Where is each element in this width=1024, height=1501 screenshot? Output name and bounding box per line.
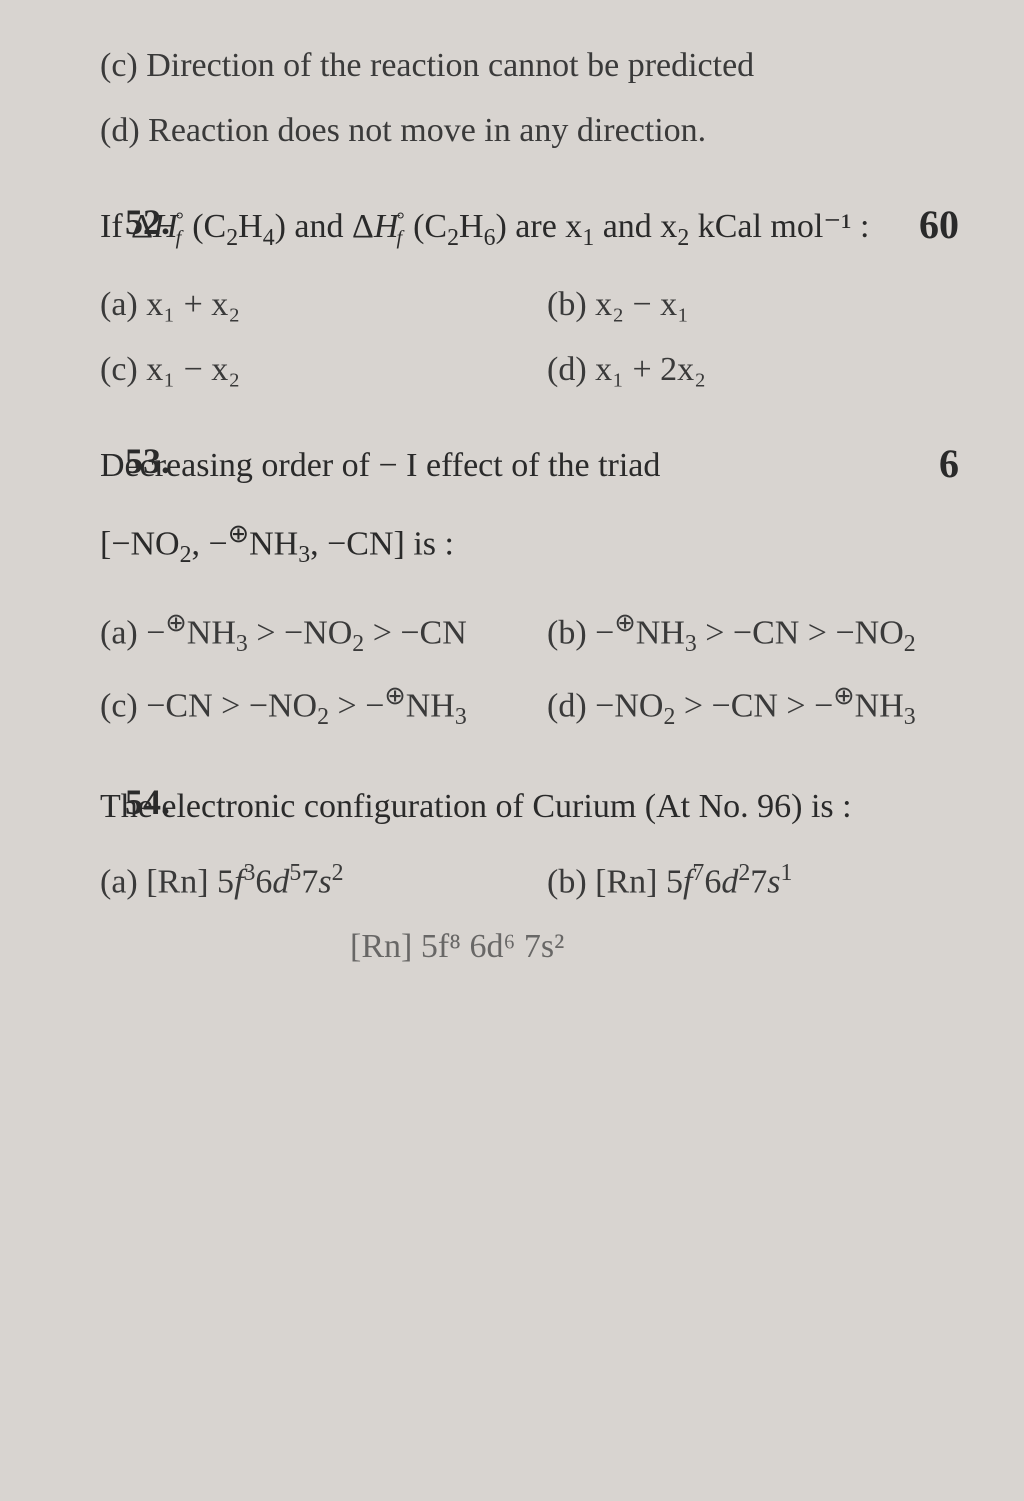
q53-triad-oplus: ⊕ [228,519,249,548]
q53a-no2sub: 2 [352,631,364,657]
q53c-nh3: NH [406,688,455,725]
q53-triad-nh3: NH [249,526,298,563]
q52-options: (a) x₁ + x₂ (b) x₂ − x₁ (c) x₁ − x₂ (d) … [100,279,964,395]
q52-margin-note: 60 [919,201,959,248]
q53-triad-mid2: , −CN] is : [310,526,454,563]
q54a-s: s [318,863,331,900]
q53b-nh3: NH [636,615,685,652]
q53d-nh3sub: 3 [904,704,916,730]
q53b-mid1: > −CN > −NO [697,615,904,652]
q53d-pre: (d) −NO [547,688,663,725]
q53a-mid1: > −NO [248,615,352,652]
q53-option-c: (c) −CN > −NO2 > −⊕NH3 [100,677,517,736]
q54a-pre: (a) [Rn] 5 [100,863,234,900]
q52-mid2: ) and Δ [275,208,374,245]
q52-sub3: 2 [447,225,459,251]
q54a-mid2: 7 [301,863,318,900]
q54a-dsup: 5 [289,860,301,886]
q54-option-c-partial: [Rn] 5f⁸ 6d⁶ 7s² [350,921,964,972]
question-54: 54. The electronic configuration of Curi… [100,781,964,972]
q51-option-d: (d) Reaction does not move in any direct… [100,105,964,156]
q53d-mid1: > −CN > − [675,688,833,725]
q53b-pre: (b) − [547,615,614,652]
q52-c2h6-H: H [459,208,484,245]
q52-suffix: kCal mol⁻¹ : [689,208,869,245]
q53-triad-mid1: , − [192,526,228,563]
q52-sub1: 2 [226,225,238,251]
q52-Hf-subsup-1: °f [176,211,184,248]
question-51-partial: (c) Direction of the reaction cannot be … [100,40,964,156]
q53a-pre: (a) − [100,615,165,652]
q53-triad-no2sub: 2 [180,542,192,568]
q54b-fsup: 7 [692,860,704,886]
q54a-ssup: 2 [332,860,344,886]
q52-sub2: 4 [263,225,275,251]
q53d-oplus: ⊕ [833,681,854,710]
q52-option-c: (c) x₁ − x₂ [100,344,517,395]
q53a-oplus: ⊕ [165,608,186,637]
q54b-pre: (b) [Rn] 5 [547,863,683,900]
q54-stem: The electronic configuration of Curium (… [100,781,964,834]
q54b-ssup: 1 [780,860,792,886]
q53-option-d: (d) −NO2 > −CN > −⊕NH3 [547,677,964,736]
q53a-mid2: > −CN [364,615,467,652]
q52-Hf-subsup-2: °f [396,211,404,248]
q53-triad-nh3sub: 3 [298,542,310,568]
q53d-no2sub: 2 [663,704,675,730]
q54-option-b: (b) [Rn] 5f76d27s1 [547,856,964,907]
question-52: 52. 60 If ΔH°f (C2H4) and ΔH°f (C2H6) ar… [100,201,964,395]
q54b-mid2: 7 [750,863,767,900]
q52-mid5: and x [594,208,677,245]
q53c-no2sub: 2 [317,704,329,730]
q53c-nh3sub: 3 [455,704,467,730]
q53c-oplus: ⊕ [384,681,405,710]
q53b-no2sub: 2 [904,631,916,657]
q53-option-b: (b) −⊕NH3 > −CN > −NO2 [547,604,964,663]
q54-option-a: (a) [Rn] 5f36d57s2 [100,856,517,907]
q52-mid1: (C [184,208,227,245]
q54a-d: d [272,863,289,900]
q54b-f: f [683,863,692,900]
q53-stem: Decreasing order of − I effect of the tr… [100,440,964,493]
q54a-mid1: 6 [255,863,272,900]
q53-triad-open: [−NO [100,526,180,563]
q54b-mid1: 6 [704,863,721,900]
q53-number: 53. [125,440,170,482]
q52-c2h4-H: H [238,208,263,245]
q52-x1sub: 1 [582,225,594,251]
q52-option-b: (b) x₂ − x₁ [547,279,964,330]
q54-number: 54. [125,781,170,823]
q53-options: (a) −⊕NH3 > −NO2 > −CN (b) −⊕NH3 > −CN >… [100,604,964,736]
q54b-s: s [767,863,780,900]
q54b-d: d [721,863,738,900]
q53-margin-note: 6 [939,440,959,487]
q52-mid3: (C [405,208,448,245]
q54b-dsup: 2 [738,860,750,886]
q52-option-d: (d) x₁ + 2x₂ [547,344,964,395]
question-53: 53. 6 Decreasing order of − I effect of … [100,440,964,736]
q54a-fsup: 3 [244,860,256,886]
q52-H2: H [374,208,399,245]
q53d-nh3: NH [855,688,904,725]
q51-option-c: (c) Direction of the reaction cannot be … [100,40,964,91]
q52-number: 52. [125,201,170,243]
q52-option-a: (a) x₁ + x₂ [100,279,517,330]
q53-option-a: (a) −⊕NH3 > −NO2 > −CN [100,604,517,663]
q53b-nh3sub: 3 [685,631,697,657]
q53c-mid1: > − [329,688,384,725]
q54a-f: f [234,863,243,900]
q52-stem: If ΔH°f (C2H4) and ΔH°f (C2H6) are x1 an… [100,201,964,257]
q52-mid4: ) are x [495,208,582,245]
q53-triad: [−NO2, −⊕NH3, −CN] is : [100,514,964,574]
q53c-pre: (c) −CN > −NO [100,688,317,725]
q52-x2sub: 2 [677,225,689,251]
q52-sub4: 6 [484,225,496,251]
q53a-nh3sub: 3 [236,631,248,657]
q53b-oplus: ⊕ [614,608,635,637]
q54-options: (a) [Rn] 5f36d57s2 (b) [Rn] 5f76d27s1 [100,856,964,907]
q53a-nh3: NH [187,615,236,652]
